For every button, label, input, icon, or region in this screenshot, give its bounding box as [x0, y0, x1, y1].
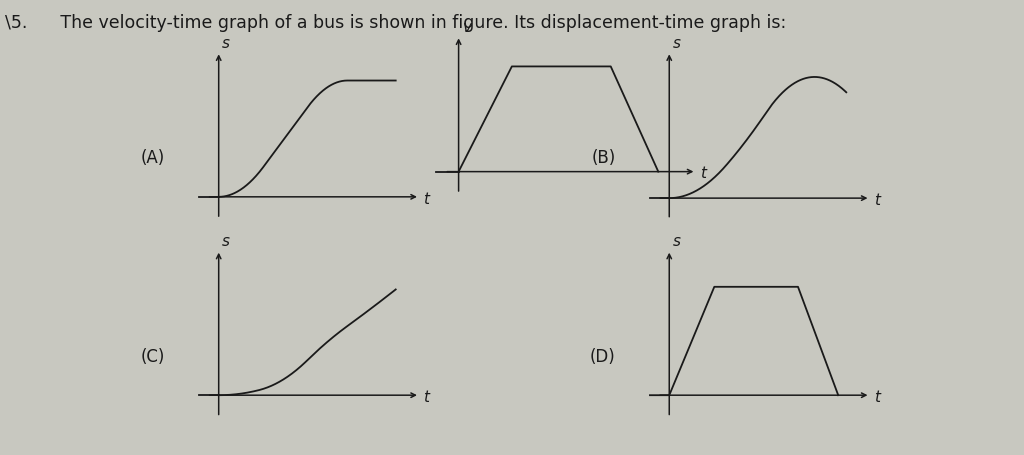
- Text: s: s: [673, 36, 681, 51]
- Text: s: s: [222, 36, 230, 51]
- Text: t: t: [873, 389, 880, 404]
- Text: s: s: [673, 234, 681, 249]
- Text: (B): (B): [592, 149, 615, 167]
- Text: s: s: [222, 234, 230, 249]
- Text: (C): (C): [141, 347, 165, 365]
- Text: \5.      The velocity-time graph of a bus is shown in figure. Its displacement-t: \5. The velocity-time graph of a bus is …: [5, 14, 786, 31]
- Text: (D): (D): [590, 347, 615, 365]
- Text: t: t: [423, 191, 429, 206]
- Text: t: t: [873, 192, 880, 207]
- Text: t: t: [423, 389, 429, 404]
- Text: (A): (A): [141, 149, 165, 167]
- Text: v: v: [463, 20, 471, 35]
- Text: t: t: [700, 166, 707, 181]
